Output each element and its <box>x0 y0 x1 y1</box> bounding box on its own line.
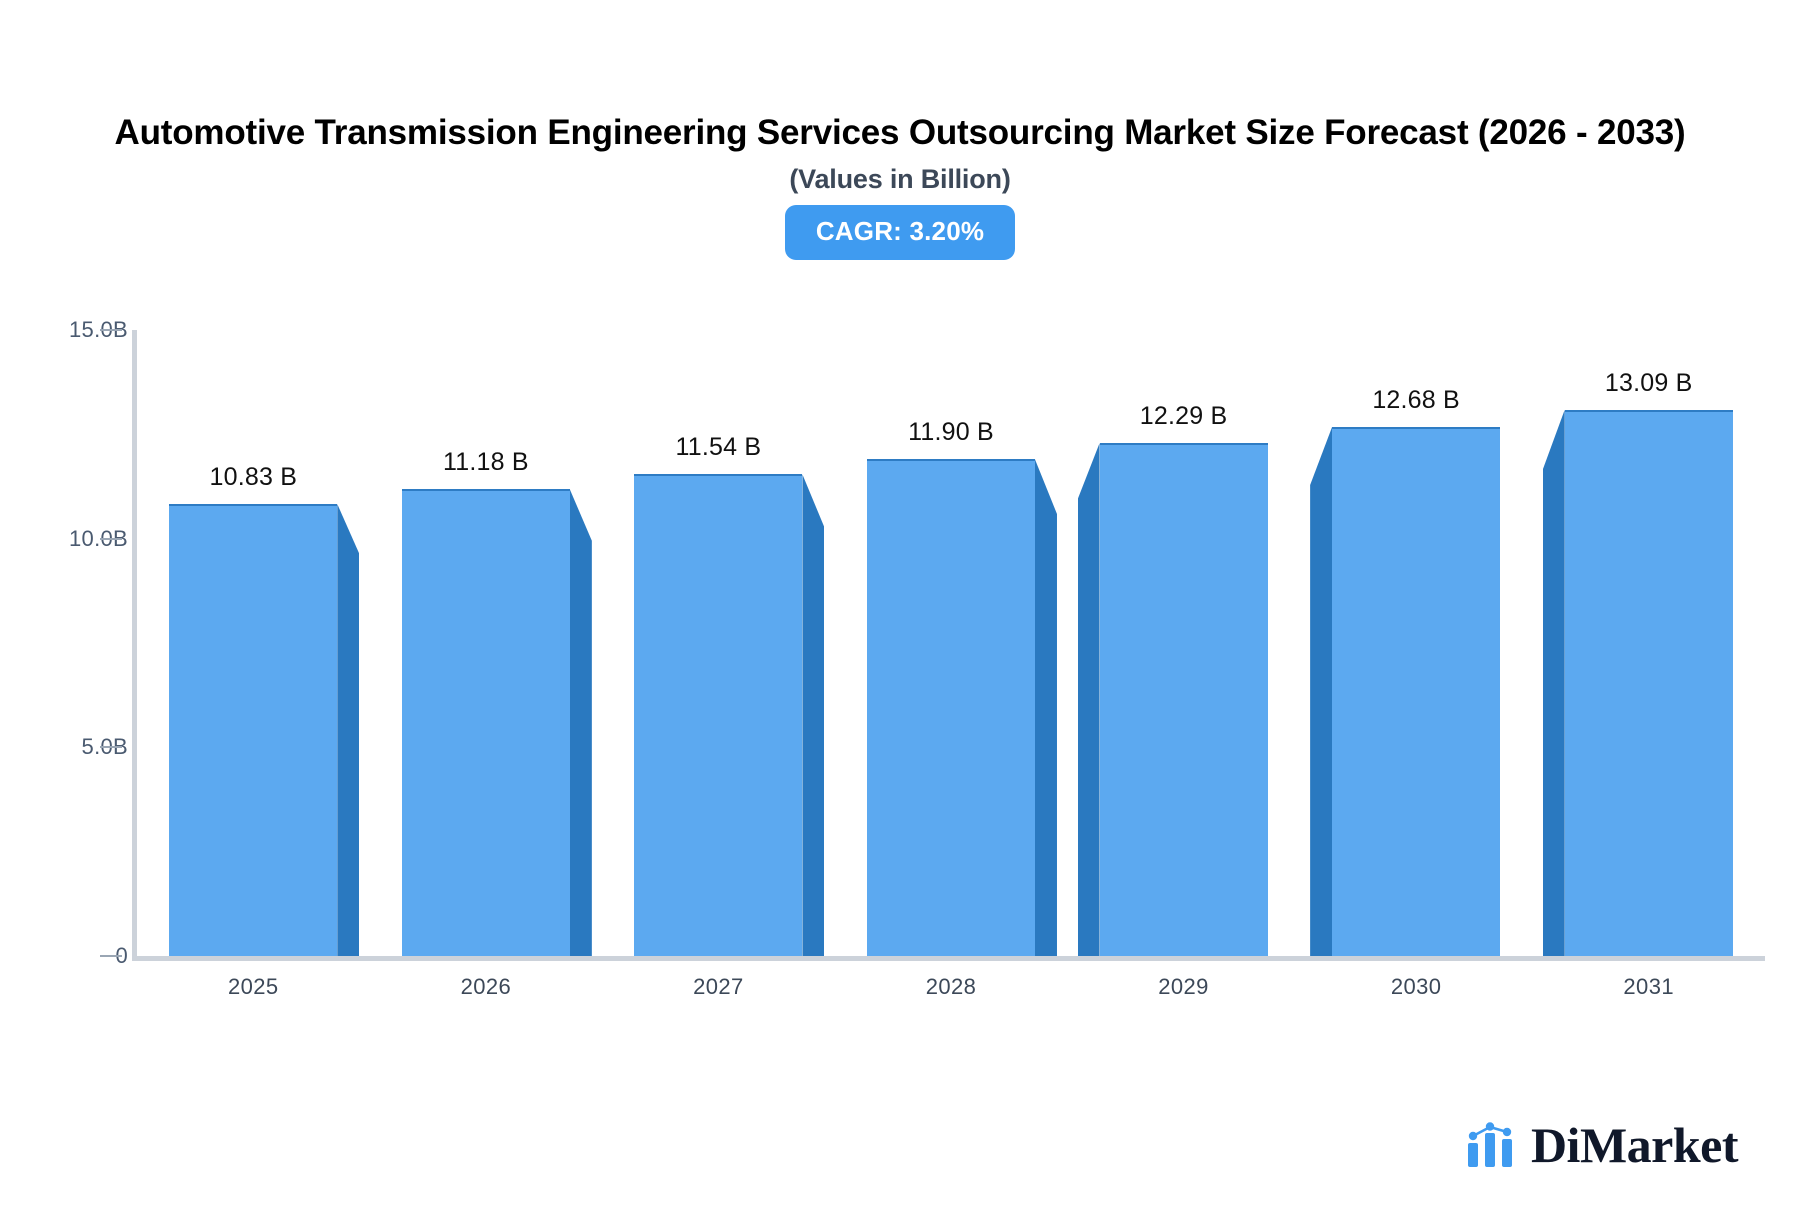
bar-group: 11.54 B 2027 <box>602 330 835 999</box>
bar-front-face <box>634 474 803 956</box>
x-axis-tick-label: 2030 <box>1390 974 1442 999</box>
cagr-badge: CAGR: 3.20% <box>784 204 1016 260</box>
bar-front-face <box>1099 443 1268 956</box>
chart-plot-area: 0 5.0B 10.0B 15.0B 10.83 B 2025 11.18 B 2026 11… <box>0 317 1800 999</box>
y-axis-line <box>132 330 137 961</box>
x-axis-tick-label: 2025 <box>228 974 279 999</box>
bar-value-label: 13.09 B <box>1604 368 1693 397</box>
cagr-badge-container: CAGR: 3.20% <box>0 204 1800 260</box>
bar-value-label: 10.83 B <box>209 463 298 492</box>
bar-side-face <box>1077 443 1100 956</box>
x-axis-tick-label: 2029 <box>1158 974 1209 999</box>
x-axis-line <box>132 956 1765 961</box>
bar-group: 13.09 B 2031 <box>1532 330 1765 999</box>
x-axis-tick-label: 2027 <box>693 974 744 999</box>
chart-subtitle: (Values in Billion) <box>789 163 1011 194</box>
bar-front-face <box>1332 426 1501 956</box>
bar-series: 10.83 B 2025 11.18 B 2026 11.54 B 2027 11.90 B… <box>137 330 1765 999</box>
bar-value-label: 11.54 B <box>675 433 762 462</box>
chart-header: Automotive Transmission Engineering Serv… <box>0 0 1800 260</box>
y-axis-tick-mark <box>100 746 122 749</box>
bar-side-face <box>569 489 592 956</box>
page-title: Automotive Transmission Engineering Serv… <box>114 113 1686 152</box>
y-axis-tick-mark <box>100 955 122 957</box>
bar-side-face <box>1542 409 1565 956</box>
bar-value-label: 11.90 B <box>908 418 994 447</box>
bar[interactable] <box>634 474 825 956</box>
bar[interactable] <box>169 504 360 956</box>
bar[interactable] <box>401 489 592 956</box>
bar-group: 12.29 B 2029 <box>1067 330 1300 999</box>
x-axis-tick-label: 2031 <box>1623 974 1674 999</box>
bar-value-label: 12.29 B <box>1139 402 1228 431</box>
bar-front-face <box>866 459 1035 956</box>
bar-chart-icon <box>1467 1122 1512 1167</box>
bar[interactable] <box>1077 443 1268 956</box>
x-axis-tick-label: 2026 <box>460 974 512 999</box>
logo-text: DiMarket <box>1530 1117 1739 1173</box>
bar[interactable] <box>866 459 1057 956</box>
bar-value-label: 11.18 B <box>442 448 529 477</box>
bar-group: 11.18 B 2026 <box>370 330 603 999</box>
bar-side-face <box>1310 426 1333 956</box>
x-axis-tick-label: 2028 <box>925 974 977 999</box>
bar[interactable] <box>1310 426 1501 956</box>
bar-group: 11.90 B 2028 <box>835 330 1068 999</box>
y-axis-tick-mark <box>100 329 122 331</box>
bar-front-face <box>401 489 570 956</box>
bar-group: 10.83 B 2025 <box>137 330 370 999</box>
y-axis-tick-mark <box>100 537 122 540</box>
bar-group: 12.68 B 2030 <box>1300 330 1533 999</box>
bar-side-face <box>802 474 825 956</box>
bar-front-face <box>169 504 338 956</box>
bar-front-face <box>1564 409 1733 956</box>
dimarket-logo: DiMarket <box>1466 1117 1739 1173</box>
bar-side-face <box>1034 459 1057 956</box>
bar-side-face <box>337 504 360 956</box>
bar-value-label: 12.68 B <box>1372 385 1460 414</box>
bar[interactable] <box>1542 409 1733 956</box>
